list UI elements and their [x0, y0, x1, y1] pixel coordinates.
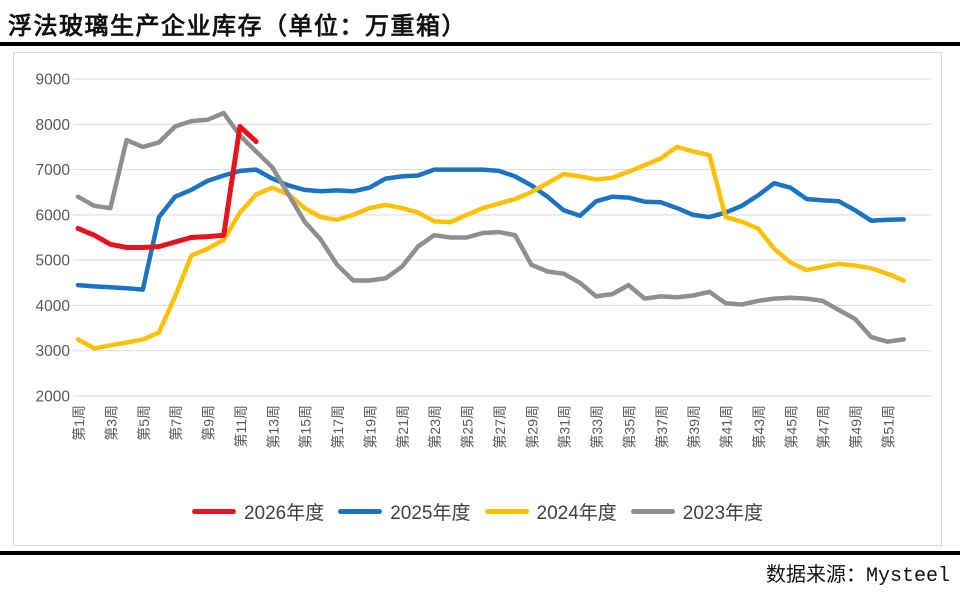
x-axis-tick-label: 第37周	[654, 405, 670, 449]
legend-label: 2025年度	[390, 503, 471, 524]
x-axis-tick-label: 第1周	[71, 405, 87, 441]
x-axis-tick-label: 第15周	[298, 405, 314, 449]
x-axis-tick-label: 第5周	[136, 405, 152, 441]
legend-item-2025年度: 2025年度	[338, 498, 471, 525]
x-axis-tick-label: 第19周	[362, 405, 378, 449]
x-axis-tick-label: 第23周	[427, 405, 443, 449]
x-axis-tick-label: 第25周	[460, 405, 476, 449]
legend-swatch	[338, 509, 383, 514]
legend-label: 2023年度	[682, 503, 764, 524]
x-axis-tick-label: 第41周	[719, 405, 735, 449]
x-axis-tick-label: 第9周	[201, 405, 217, 441]
x-axis-tick-label: 第39周	[686, 405, 702, 449]
x-axis-tick-label: 第47周	[816, 405, 832, 449]
title-divider	[0, 42, 960, 46]
x-axis-tick-label: 第45周	[783, 405, 799, 449]
legend-label: 2024年度	[536, 503, 617, 524]
x-axis-tick-label: 第27周	[492, 405, 508, 449]
page-title: 浮法玻璃生产企业库存（单位：万重箱）	[8, 14, 467, 40]
x-axis-tick-label: 第51周	[881, 405, 897, 449]
x-axis-tick-label: 第35周	[621, 405, 637, 449]
x-axis-tick-label: 第33周	[589, 405, 605, 449]
legend-label: 2026年度	[243, 503, 325, 524]
chart-legend: 2026年度 2025年度 2024年度 2023年度	[14, 498, 941, 525]
x-axis-tick-label: 第31周	[557, 405, 573, 449]
y-axis-tick-label: 7000	[36, 162, 71, 179]
chart-container: 2000 3000 4000 5000 6000 7000 8000 9000 第1周 第3周 第5…	[13, 52, 942, 546]
footer-divider	[0, 551, 960, 555]
x-axis-tick-label: 第13周	[265, 405, 281, 449]
x-axis-tick-label: 第17周	[330, 405, 346, 449]
y-axis-tick-label: 3000	[36, 343, 71, 360]
legend-swatch	[630, 509, 675, 514]
series-line-2023年度	[75, 110, 906, 344]
legend-item-2023年度: 2023年度	[630, 498, 764, 525]
legend-item-2026年度: 2026年度	[191, 498, 325, 525]
legend-swatch	[191, 509, 236, 514]
y-axis-tick-label: 5000	[36, 253, 71, 270]
y-axis-tick-label: 6000	[36, 207, 71, 224]
x-axis-tick-label: 第29周	[524, 405, 540, 449]
x-axis-tick-label: 第43周	[751, 405, 767, 449]
y-axis-tick-label: 9000	[36, 72, 71, 89]
series-line-2024年度	[75, 144, 906, 351]
series-line-2025年度	[75, 167, 906, 292]
x-axis-tick-label: 第11周	[233, 405, 249, 448]
y-axis-tick-label: 2000	[36, 389, 71, 406]
series-line-2026年度	[75, 124, 259, 250]
x-axis-tick-label: 第49周	[848, 405, 864, 449]
y-axis-tick-label: 8000	[36, 117, 71, 134]
x-axis-tick-label: 第7周	[168, 405, 184, 441]
line-chart-canvas: 2000 3000 4000 5000 6000 7000 8000 9000 第1周 第3周 第5…	[36, 72, 931, 449]
y-axis-tick-label: 4000	[36, 298, 71, 315]
x-axis-tick-label: 第3周	[103, 405, 119, 441]
legend-item-2024年度: 2024年度	[484, 498, 617, 525]
legend-swatch	[484, 509, 529, 514]
data-source-text: 数据来源：Mysteel	[765, 565, 950, 588]
x-axis-tick-label: 第21周	[395, 405, 411, 449]
